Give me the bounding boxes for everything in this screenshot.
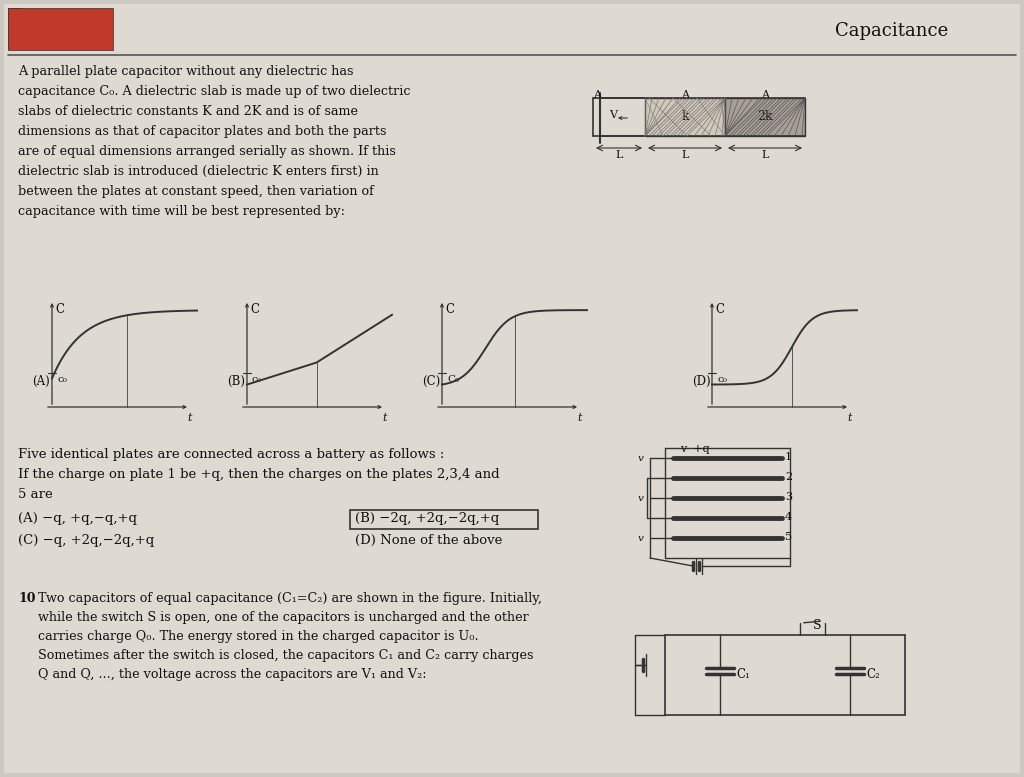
Text: 10: 10 — [18, 592, 36, 605]
Text: C: C — [715, 303, 724, 316]
Text: 2k: 2k — [758, 110, 773, 124]
Text: are of equal dimensions arranged serially as shown. If this: are of equal dimensions arranged seriall… — [18, 145, 396, 158]
Text: v  +q: v +q — [680, 444, 710, 454]
Text: A parallel plate capacitor without any dielectric has: A parallel plate capacitor without any d… — [18, 65, 353, 78]
Text: A: A — [593, 90, 601, 100]
Text: 1: 1 — [785, 452, 793, 462]
Text: capacitance C₀. A dielectric slab is made up of two dielectric: capacitance C₀. A dielectric slab is mad… — [18, 85, 411, 98]
Text: v: v — [637, 454, 643, 463]
Text: Q and Q, ..., the voltage across the capacitors are V₁ and V₂:: Q and Q, ..., the voltage across the cap… — [38, 668, 427, 681]
Text: 4: 4 — [785, 512, 793, 522]
Text: t: t — [382, 413, 386, 423]
Text: t: t — [847, 413, 852, 423]
Text: k: k — [681, 110, 689, 124]
Text: C₀: C₀ — [447, 375, 459, 385]
Text: 2: 2 — [785, 472, 793, 482]
Text: between the plates at constant speed, then variation of: between the plates at constant speed, th… — [18, 185, 374, 198]
Text: If the charge on plate 1 be +q, then the charges on the plates 2,3,4 and: If the charge on plate 1 be +q, then the… — [18, 468, 500, 481]
Bar — [8, 8, 113, 50]
Text: Five identical plates are connected across a battery as follows :: Five identical plates are connected acro… — [18, 448, 444, 461]
Text: C: C — [445, 303, 454, 316]
Text: (C) −q, +2q,−2q,+q: (C) −q, +2q,−2q,+q — [18, 534, 155, 547]
Text: L: L — [681, 150, 689, 160]
Text: (B) −2q, +2q,−2q,+q: (B) −2q, +2q,−2q,+q — [355, 512, 500, 525]
Text: slabs of dielectric constants K and 2K and is of same: slabs of dielectric constants K and 2K a… — [18, 105, 358, 118]
Text: 5 are: 5 are — [18, 488, 53, 501]
Text: while the switch S is open, one of the capacitors is uncharged and the other: while the switch S is open, one of the c… — [38, 611, 528, 624]
Text: v: v — [637, 534, 643, 543]
Text: 5: 5 — [785, 532, 793, 542]
Text: dielectric slab is introduced (dielectric K enters first) in: dielectric slab is introduced (dielectri… — [18, 165, 379, 178]
Text: c₀: c₀ — [57, 375, 67, 385]
Text: t: t — [577, 413, 582, 423]
Bar — [350, 510, 538, 529]
Text: Two capacitors of equal capacitance (C₁=C₂) are shown in the figure. Initially,: Two capacitors of equal capacitance (C₁=… — [38, 592, 542, 605]
Text: (A): (A) — [32, 375, 50, 388]
Text: S: S — [813, 619, 821, 632]
Text: carries charge Q₀. The energy stored in the charged capacitor is U₀.: carries charge Q₀. The energy stored in … — [38, 630, 478, 643]
Text: capacitance with time will be best represented by:: capacitance with time will be best repre… — [18, 205, 345, 218]
Text: c₀: c₀ — [252, 375, 262, 385]
Text: C₂: C₂ — [866, 668, 880, 681]
Text: A: A — [761, 90, 769, 100]
Text: v: v — [637, 494, 643, 503]
Bar — [645, 98, 725, 136]
Text: (D) None of the above: (D) None of the above — [355, 534, 503, 547]
Text: Capacitance: Capacitance — [835, 22, 948, 40]
Text: C: C — [250, 303, 259, 316]
Text: V: V — [609, 110, 617, 120]
Text: 3: 3 — [785, 492, 793, 502]
Text: (C): (C) — [422, 375, 440, 388]
Text: C: C — [55, 303, 63, 316]
Text: (B): (B) — [227, 375, 245, 388]
Text: (A) −q, +q,−q,+q: (A) −q, +q,−q,+q — [18, 512, 137, 525]
Text: Sometimes after the switch is closed, the capacitors C₁ and C₂ carry charges: Sometimes after the switch is closed, th… — [38, 649, 534, 662]
Text: t: t — [187, 413, 191, 423]
Text: dimensions as that of capacitor plates and both the parts: dimensions as that of capacitor plates a… — [18, 125, 386, 138]
Text: CAREER INSTITUTE: CAREER INSTITUTE — [12, 26, 72, 31]
Text: A: A — [681, 90, 689, 100]
Text: (D): (D) — [692, 375, 711, 388]
Text: C₁: C₁ — [736, 668, 750, 681]
Text: L: L — [761, 150, 769, 160]
Bar — [725, 98, 805, 136]
Text: L: L — [615, 150, 623, 160]
Text: ALLEN: ALLEN — [12, 11, 67, 26]
Polygon shape — [8, 8, 22, 50]
Text: c₀: c₀ — [717, 375, 727, 385]
